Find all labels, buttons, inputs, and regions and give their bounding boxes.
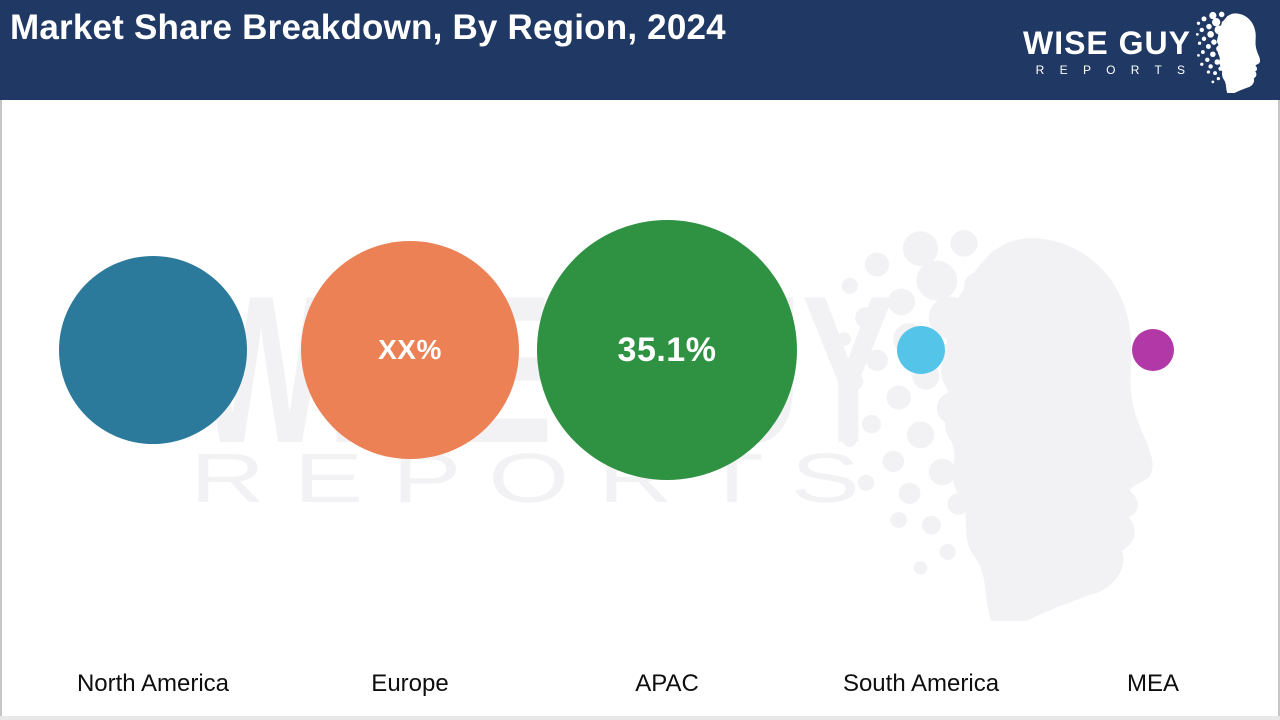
category-label-europe: Europe (371, 670, 449, 697)
bottom-strip (0, 716, 1280, 720)
bubble-europe: XX% (301, 241, 519, 459)
brand-tagline: R E P O R T S (1035, 62, 1191, 77)
category-label-mea: MEA (1126, 670, 1180, 697)
bubble-south-america (897, 326, 945, 374)
brand-head-icon (1195, 11, 1261, 93)
bubble-value-label-europe: XX% (378, 334, 442, 365)
brand-name: WISE GUY (1022, 24, 1191, 61)
header-bar: Market Share Breakdown, By Region, 2024 … (0, 0, 1280, 100)
bubble-value-label-apac: 35.1% (617, 330, 717, 369)
page-title: Market Share Breakdown, By Region, 2024 (10, 8, 726, 47)
bubble-mea (1132, 329, 1174, 371)
brand-logo: WISE GUY R E P O R T S (1023, 10, 1266, 93)
category-label-south-america: South America (842, 670, 1000, 697)
bubble-apac: 35.1% (537, 220, 797, 480)
watermark-tagline-text: R E P O R T S (190, 439, 860, 517)
bubble-north-america (59, 256, 247, 444)
brand-logo-text: WISE GUY R E P O R T S (1023, 27, 1191, 77)
left-edge-line (0, 100, 2, 720)
category-label-north-america: North America (76, 670, 230, 697)
category-label-apac: APAC (635, 670, 699, 697)
right-edge-line (1278, 100, 1280, 720)
